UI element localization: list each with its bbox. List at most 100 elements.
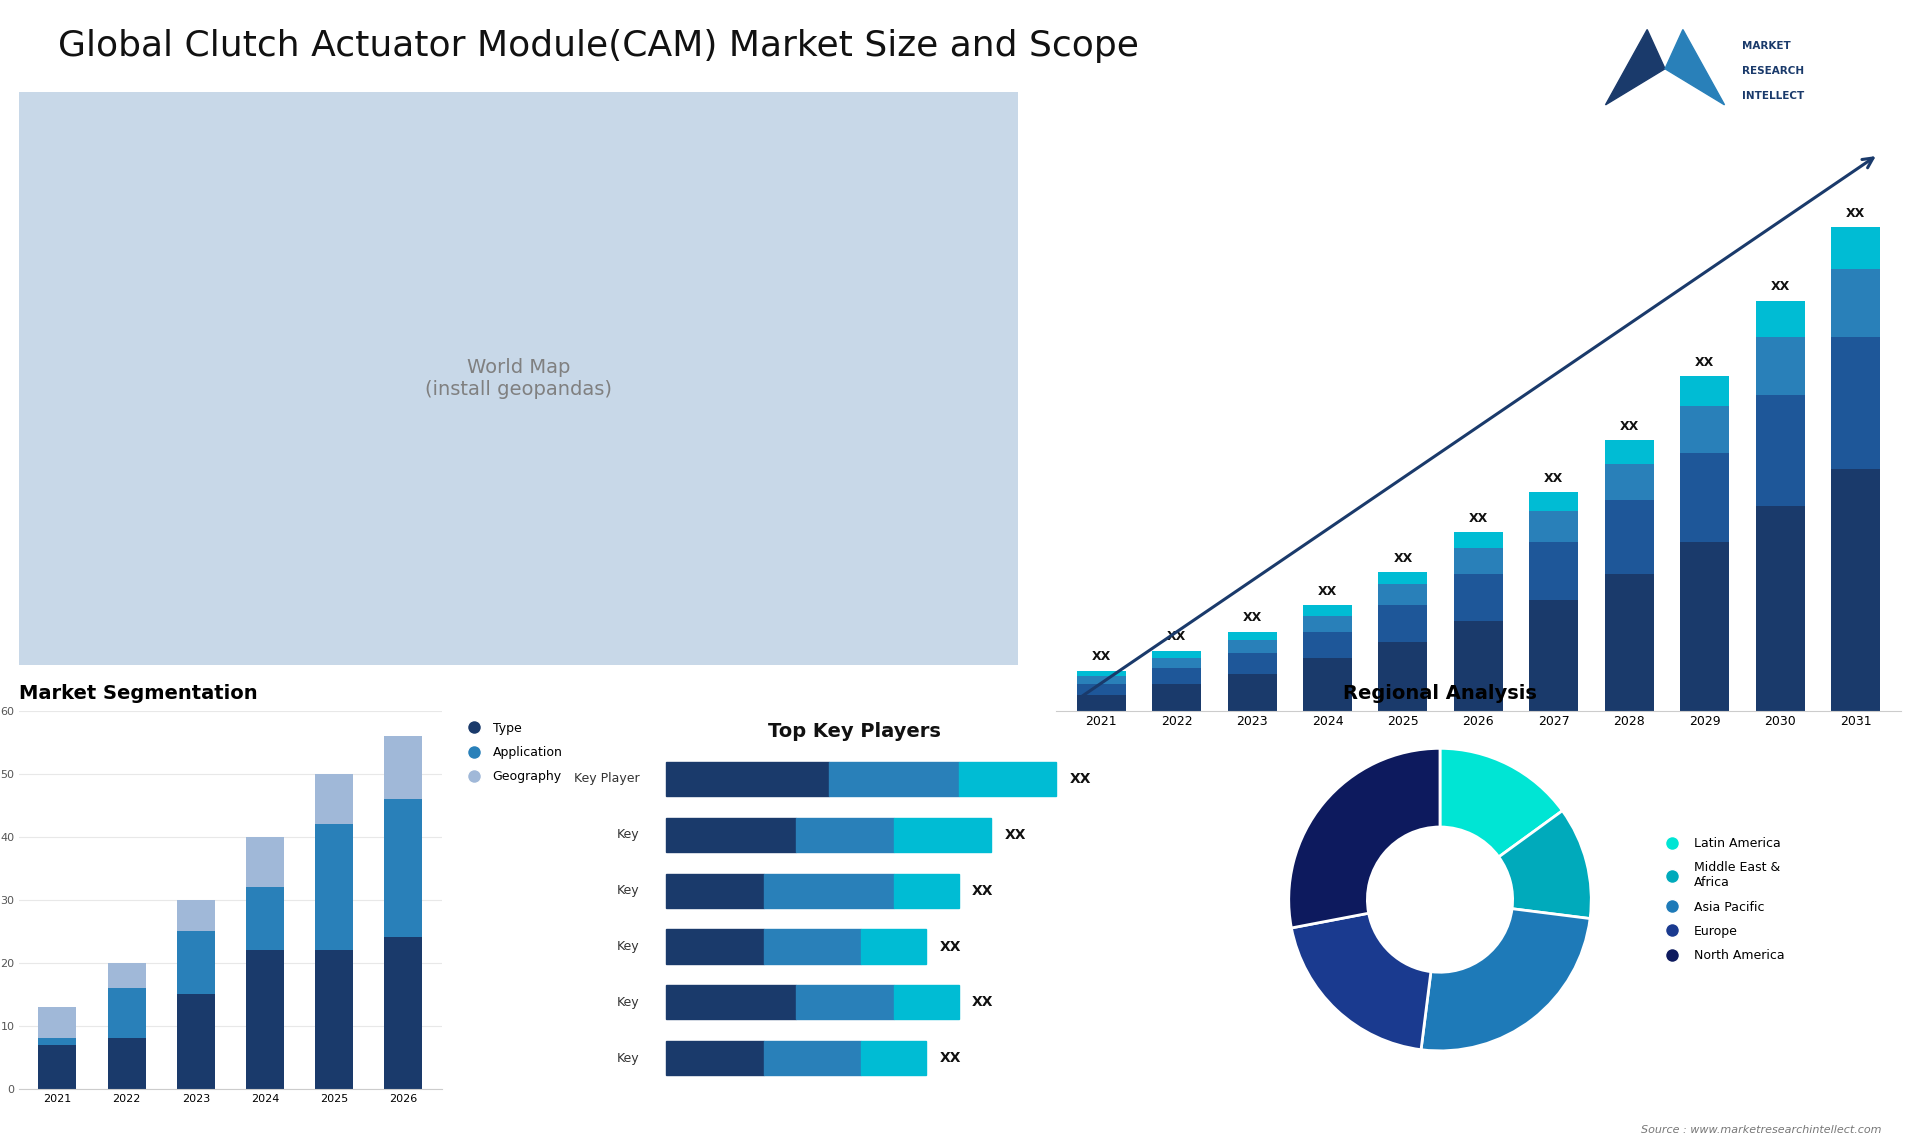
FancyBboxPatch shape — [764, 929, 862, 964]
Bar — [1605, 501, 1653, 574]
Legend: Type, Application, Geography: Type, Application, Geography — [457, 716, 568, 788]
Bar — [177, 900, 215, 931]
Wedge shape — [1288, 748, 1440, 928]
Bar — [1832, 269, 1880, 337]
Bar — [108, 963, 146, 988]
Wedge shape — [1440, 748, 1563, 857]
Text: XX: XX — [972, 996, 993, 1010]
Bar — [38, 1006, 77, 1038]
Bar — [108, 1038, 146, 1089]
Bar — [1227, 653, 1277, 674]
FancyBboxPatch shape — [797, 986, 893, 1020]
Bar — [1379, 572, 1427, 584]
Bar — [246, 837, 284, 887]
Text: Key: Key — [616, 884, 639, 897]
Wedge shape — [1500, 810, 1592, 919]
Bar — [1152, 684, 1202, 711]
FancyBboxPatch shape — [764, 1042, 862, 1075]
FancyBboxPatch shape — [862, 929, 925, 964]
Text: Key: Key — [616, 996, 639, 1008]
Text: Key: Key — [616, 1052, 639, 1065]
FancyBboxPatch shape — [666, 762, 829, 795]
FancyBboxPatch shape — [958, 762, 1056, 795]
Text: Source : www.marketresearchintellect.com: Source : www.marketresearchintellect.com — [1642, 1124, 1882, 1135]
Text: Market Segmentation: Market Segmentation — [19, 684, 257, 704]
Text: XX: XX — [939, 940, 962, 953]
Bar — [1077, 676, 1125, 684]
FancyBboxPatch shape — [666, 986, 797, 1020]
Text: XX: XX — [939, 1051, 962, 1066]
Bar — [1077, 694, 1125, 711]
Bar — [38, 1045, 77, 1089]
FancyBboxPatch shape — [893, 817, 991, 851]
Text: MARKET: MARKET — [1743, 41, 1791, 52]
Bar — [1453, 532, 1503, 548]
Bar — [1680, 542, 1730, 711]
Bar — [1304, 615, 1352, 631]
Bar — [1077, 670, 1125, 676]
Bar — [246, 950, 284, 1089]
Bar — [1304, 631, 1352, 658]
FancyBboxPatch shape — [666, 817, 797, 851]
Text: XX: XX — [1167, 630, 1187, 643]
Bar — [1605, 440, 1653, 463]
Bar — [1680, 406, 1730, 453]
Bar — [1680, 376, 1730, 406]
Bar — [1227, 631, 1277, 641]
Bar — [1227, 674, 1277, 711]
FancyBboxPatch shape — [829, 762, 958, 795]
Bar — [1453, 548, 1503, 574]
Bar — [315, 774, 353, 824]
Bar — [177, 931, 215, 994]
Text: XX: XX — [1394, 551, 1413, 565]
Text: RESEARCH: RESEARCH — [1743, 65, 1805, 76]
Bar — [1227, 641, 1277, 653]
Text: Top Key Players: Top Key Players — [768, 722, 941, 740]
Bar — [1530, 542, 1578, 601]
Bar — [384, 937, 422, 1089]
Text: XX: XX — [972, 884, 993, 897]
FancyBboxPatch shape — [764, 873, 893, 908]
Text: Global Clutch Actuator Module(CAM) Market Size and Scope: Global Clutch Actuator Module(CAM) Marke… — [58, 29, 1139, 63]
Bar — [1605, 463, 1653, 501]
FancyBboxPatch shape — [666, 1042, 764, 1075]
Text: XX: XX — [1317, 586, 1336, 598]
Text: INTELLECT: INTELLECT — [1743, 91, 1805, 101]
FancyBboxPatch shape — [666, 873, 764, 908]
Text: XX: XX — [1242, 612, 1261, 625]
Bar — [315, 824, 353, 950]
Text: Key: Key — [616, 829, 639, 841]
Bar — [1379, 642, 1427, 711]
Bar — [1605, 574, 1653, 711]
Polygon shape — [1665, 30, 1724, 104]
Wedge shape — [1292, 913, 1430, 1050]
Bar — [1832, 469, 1880, 711]
Bar — [1680, 453, 1730, 542]
Bar — [1379, 605, 1427, 642]
Text: XX: XX — [1770, 281, 1789, 293]
Text: Key: Key — [616, 940, 639, 953]
Bar — [384, 799, 422, 937]
FancyBboxPatch shape — [893, 986, 958, 1020]
Bar — [1530, 601, 1578, 711]
Bar — [246, 887, 284, 950]
FancyBboxPatch shape — [666, 929, 764, 964]
Bar — [1530, 492, 1578, 511]
Bar — [1755, 337, 1805, 395]
Text: XX: XX — [1069, 771, 1091, 786]
Bar — [1832, 337, 1880, 469]
Text: World Map
(install geopandas): World Map (install geopandas) — [424, 358, 612, 399]
Text: XX: XX — [1845, 206, 1864, 220]
FancyBboxPatch shape — [893, 873, 958, 908]
Bar — [1755, 505, 1805, 711]
Bar — [1152, 658, 1202, 668]
Bar — [177, 994, 215, 1089]
Text: XX: XX — [1469, 511, 1488, 525]
Text: XX: XX — [1695, 356, 1715, 369]
Bar — [1077, 684, 1125, 694]
Bar — [108, 988, 146, 1038]
Text: Key Player: Key Player — [574, 772, 639, 785]
Bar — [38, 1038, 77, 1045]
Bar — [1304, 658, 1352, 711]
Bar — [1530, 511, 1578, 542]
